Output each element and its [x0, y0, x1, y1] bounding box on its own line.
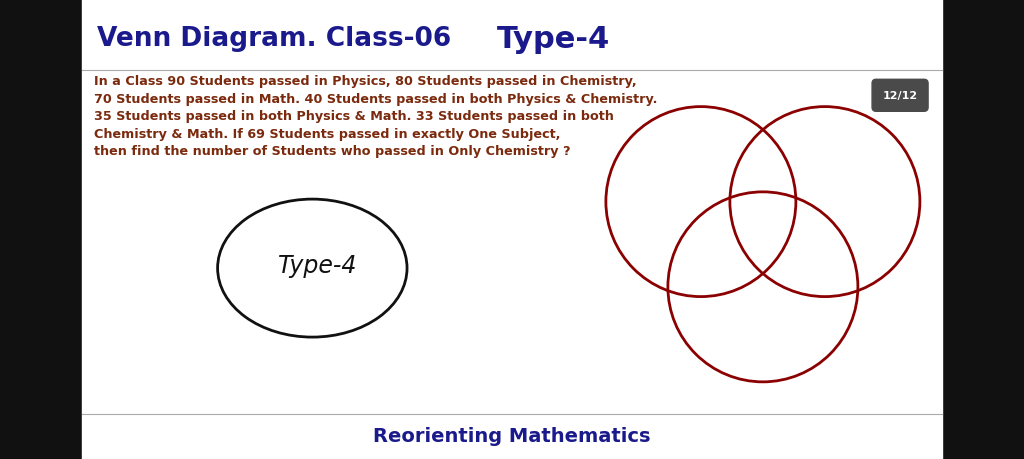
- Bar: [942, 0, 1024, 459]
- Text: Type-4: Type-4: [278, 253, 357, 278]
- Bar: [0, 0, 82, 459]
- Text: 35 Students passed in both Physics & Math. 33 Students passed in both: 35 Students passed in both Physics & Mat…: [94, 110, 613, 123]
- Text: 12/12: 12/12: [883, 91, 918, 101]
- Text: Type-4: Type-4: [497, 24, 610, 54]
- Text: Venn Diagram. Class-06: Venn Diagram. Class-06: [97, 26, 452, 52]
- Text: In a Class 90 Students passed in Physics, 80 Students passed in Chemistry,: In a Class 90 Students passed in Physics…: [94, 75, 637, 88]
- FancyBboxPatch shape: [872, 80, 928, 112]
- Text: Chemistry & Math. If 69 Students passed in exactly One Subject,: Chemistry & Math. If 69 Students passed …: [94, 128, 560, 140]
- Text: then find the number of Students who passed in Only Chemistry ?: then find the number of Students who pas…: [94, 145, 570, 158]
- Text: Reorienting Mathematics: Reorienting Mathematics: [374, 426, 650, 445]
- Text: 70 Students passed in Math. 40 Students passed in both Physics & Chemistry.: 70 Students passed in Math. 40 Students …: [94, 93, 657, 106]
- Bar: [82, 0, 942, 459]
